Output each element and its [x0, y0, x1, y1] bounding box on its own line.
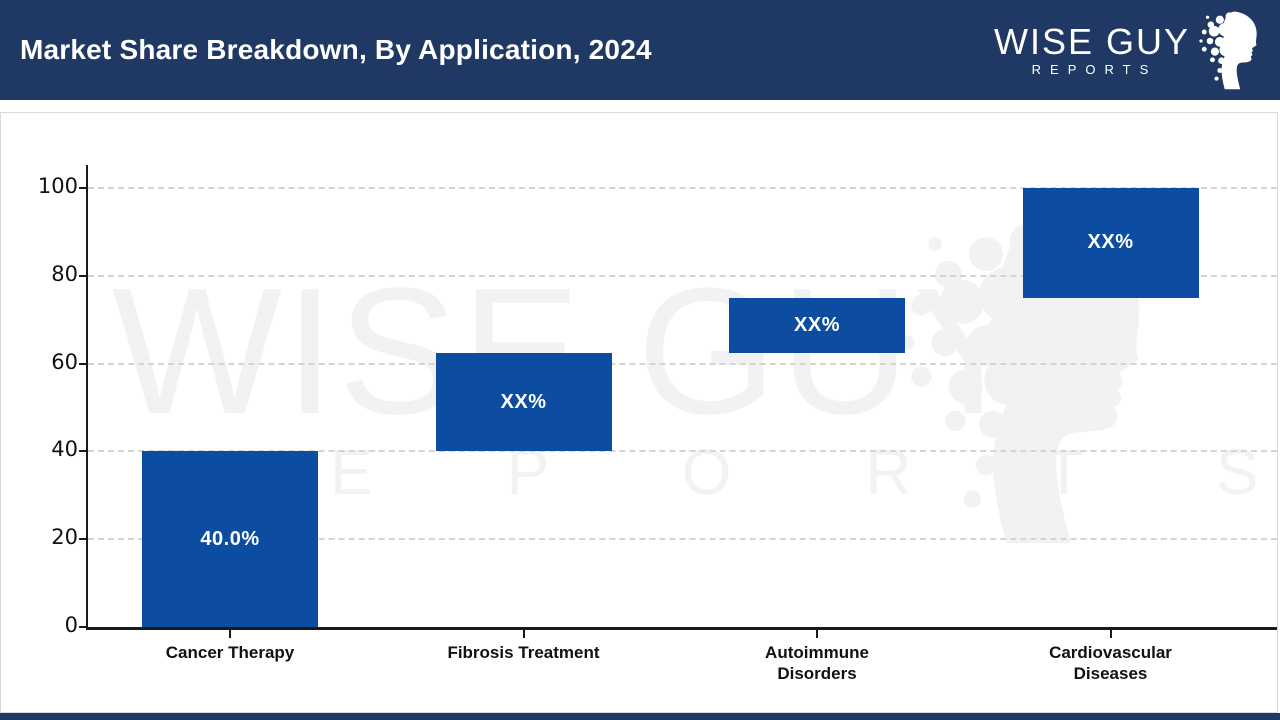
y-gridline: [88, 274, 1277, 277]
y-tick-label: 60: [51, 349, 78, 374]
bar-value-label: XX%: [500, 390, 547, 413]
brand-head-icon: [1186, 5, 1270, 95]
y-tick-mark: [79, 626, 88, 628]
y-gridline: [88, 538, 1277, 541]
y-tick-label: 0: [64, 613, 78, 637]
y-gridline: [88, 187, 1277, 189]
y-tick-label: 20: [51, 525, 78, 550]
x-tick-mark: [229, 630, 231, 638]
page-title: Market Share Breakdown, By Application, …: [20, 34, 652, 65]
y-gridline: [88, 362, 1277, 365]
y-tick-mark: [79, 538, 88, 541]
y-tick-label: 80: [51, 261, 78, 286]
x-tick-mark: [1109, 630, 1112, 638]
bar-segment: XX%: [1022, 188, 1199, 298]
x-tick-mark: [522, 630, 525, 638]
x-category-label: Cardiovascular Diseases: [1049, 643, 1172, 683]
y-tick-mark: [79, 362, 88, 365]
y-tick-mark: [79, 450, 88, 453]
x-category-label: Autoimmune Disorders: [765, 643, 869, 683]
x-tick-mark: [816, 630, 818, 638]
app-header: Market Share Breakdown, By Application, …: [0, 0, 1280, 100]
y-gridline: [88, 450, 1277, 453]
bar-value-label: XX%: [794, 313, 840, 336]
x-category-label: Fibrosis Treatment: [447, 643, 600, 662]
y-tick-label: 100: [37, 174, 78, 198]
y-axis-line: [86, 165, 88, 630]
brand-logo: WISE GUY REPORTS: [994, 5, 1280, 95]
x-category-label: Cancer Therapy: [165, 643, 295, 662]
brand-subtitle: REPORTS: [1031, 62, 1158, 77]
x-axis-line: [86, 627, 1277, 630]
brand-name: WISE GUY: [993, 21, 1190, 62]
bar-value-label: 40.0%: [200, 527, 260, 550]
brand-logo-text: WISE GUY REPORTS: [993, 21, 1190, 78]
bar-value-label: XX%: [1087, 231, 1134, 254]
bar-segment: 40.0%: [142, 451, 318, 627]
footer-accent-bar: [0, 713, 1280, 720]
bar-segment: XX%: [435, 352, 612, 452]
bar-segment: XX%: [729, 297, 905, 353]
y-tick-mark: [79, 274, 88, 277]
y-tick-mark: [79, 187, 88, 189]
y-tick-label: 40: [51, 437, 78, 462]
